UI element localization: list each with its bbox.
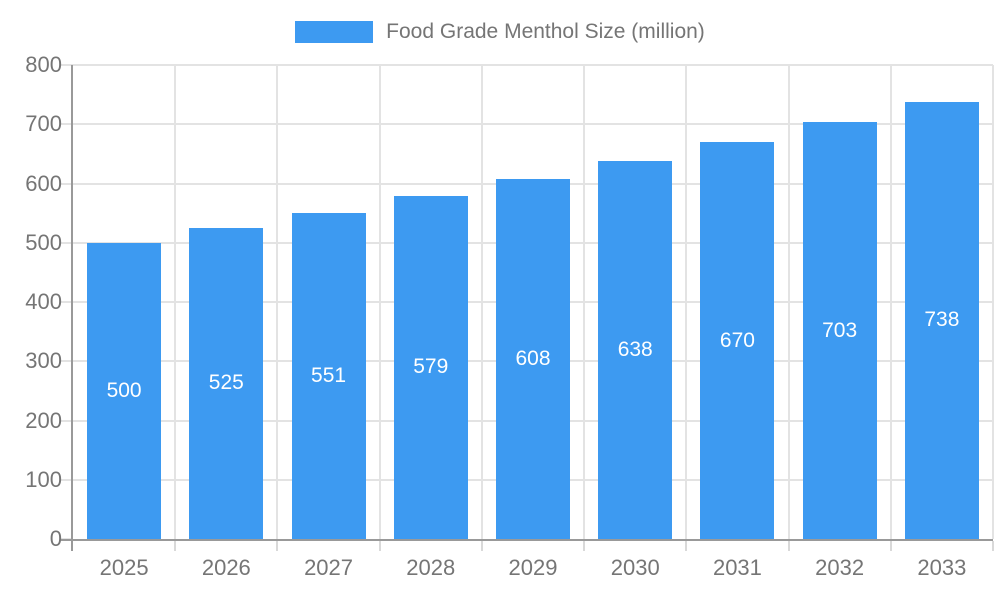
y-tick-mark bbox=[61, 241, 73, 244]
y-tick-mark bbox=[61, 478, 73, 481]
bar-value-label: 670 bbox=[719, 328, 755, 352]
y-axis-line bbox=[71, 65, 73, 551]
y-tick-mark bbox=[61, 182, 73, 185]
x-axis-tick-label: 2025 bbox=[99, 555, 149, 580]
bar-2026[interactable]: 525 bbox=[189, 227, 264, 539]
gridline-horizontal bbox=[73, 123, 993, 126]
legend-swatch bbox=[295, 21, 374, 43]
bar-2031[interactable]: 670 bbox=[700, 142, 775, 539]
gridline-vertical bbox=[685, 65, 688, 539]
x-axis-tick-label: 2026 bbox=[201, 555, 251, 580]
bar-value-label: 738 bbox=[924, 308, 960, 332]
y-axis-tick-label: 700 bbox=[25, 111, 62, 137]
bar-2027[interactable]: 551 bbox=[291, 212, 366, 539]
gridline-horizontal bbox=[73, 64, 993, 66]
y-axis-tick-label: 0 bbox=[49, 526, 62, 551]
x-tick-mark bbox=[583, 541, 586, 551]
bar-value-label: 638 bbox=[617, 337, 653, 361]
bar-2029[interactable]: 608 bbox=[496, 178, 570, 539]
bar-value-label: 500 bbox=[106, 378, 142, 402]
y-axis-tick-label: 100 bbox=[25, 466, 62, 492]
y-axis-tick-label: 600 bbox=[25, 170, 62, 196]
x-axis-tick-label: 2031 bbox=[712, 555, 762, 580]
bar-value-label: 579 bbox=[413, 355, 449, 379]
x-axis-tick-label: 2032 bbox=[815, 555, 865, 580]
x-tick-mark bbox=[276, 541, 279, 551]
x-tick-mark bbox=[787, 541, 790, 551]
x-tick-mark bbox=[480, 541, 483, 551]
y-axis-tick-label: 300 bbox=[25, 348, 62, 374]
bar-value-label: 525 bbox=[208, 371, 244, 395]
x-axis-line bbox=[61, 539, 993, 541]
legend-label: Food Grade Menthol Size (million) bbox=[386, 20, 705, 43]
gridline-vertical bbox=[889, 65, 892, 539]
bar-2030[interactable]: 638 bbox=[598, 160, 673, 539]
gridline-vertical bbox=[378, 65, 381, 539]
x-tick-mark bbox=[992, 541, 994, 551]
y-axis-tick-label: 800 bbox=[25, 52, 62, 77]
x-axis-tick-label: 2033 bbox=[917, 555, 967, 580]
gridline-vertical bbox=[276, 65, 279, 539]
x-axis-tick-label: 2029 bbox=[508, 555, 558, 580]
bar-value-label: 608 bbox=[515, 346, 551, 370]
x-axis-tick-label: 2027 bbox=[304, 555, 354, 580]
gridline-vertical bbox=[583, 65, 586, 539]
x-axis-tick-label: 2028 bbox=[406, 555, 456, 580]
y-axis-tick-label: 400 bbox=[25, 289, 62, 314]
y-tick-mark bbox=[61, 360, 73, 363]
y-axis-tick-label: 200 bbox=[25, 407, 62, 433]
bar-2025[interactable]: 500 bbox=[87, 242, 162, 539]
gridline-vertical bbox=[787, 65, 790, 539]
bar-2028[interactable]: 579 bbox=[393, 195, 468, 539]
gridline-vertical bbox=[480, 65, 483, 539]
x-axis-tick-label: 2030 bbox=[610, 555, 660, 580]
y-tick-mark bbox=[61, 301, 73, 303]
y-tick-mark bbox=[61, 123, 73, 126]
x-tick-mark bbox=[889, 541, 892, 551]
bar-value-label: 703 bbox=[822, 318, 858, 342]
x-tick-mark bbox=[685, 541, 688, 551]
y-tick-mark bbox=[61, 64, 73, 66]
y-tick-mark bbox=[61, 419, 73, 422]
legend-item[interactable]: Food Grade Menthol Size (million) bbox=[0, 18, 1000, 46]
x-tick-mark bbox=[174, 541, 177, 551]
gridline-vertical bbox=[992, 65, 994, 539]
gridline-vertical bbox=[174, 65, 177, 539]
y-axis-tick-label: 500 bbox=[25, 229, 62, 255]
bar-value-label: 551 bbox=[311, 363, 347, 387]
x-tick-mark bbox=[378, 541, 381, 551]
bar-2032[interactable]: 703 bbox=[802, 122, 877, 539]
bar-2033[interactable]: 738 bbox=[904, 101, 979, 539]
